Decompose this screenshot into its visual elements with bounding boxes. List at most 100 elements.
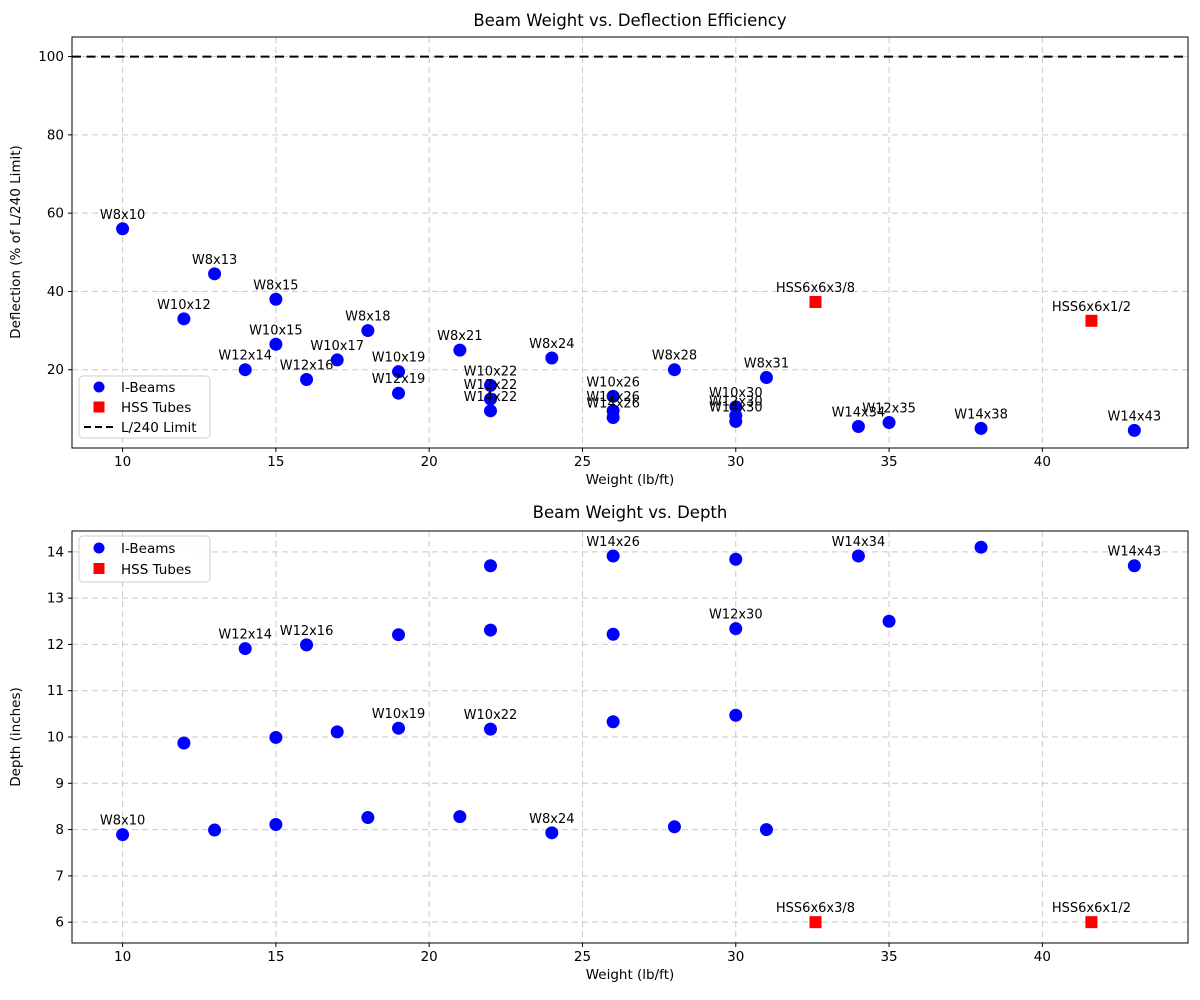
data-point-W12x19 — [392, 386, 406, 400]
data-point-W12x35 — [882, 416, 896, 430]
data-point-W12x16 — [300, 373, 314, 386]
legend-limit-label: L/240 Limit — [121, 420, 197, 436]
point-annotation: W12x26 — [586, 390, 640, 405]
point-annotation: W14x34 — [832, 535, 886, 550]
x-tick-label: 40 — [1034, 949, 1051, 965]
data-point-W8x28 — [667, 363, 681, 377]
data-point-W8x18 — [361, 811, 375, 825]
y-tick-label: 13 — [47, 591, 64, 607]
depth-y-axis-label: Depth (inches) — [8, 687, 24, 787]
point-annotation: W12x14 — [218, 349, 272, 364]
point-annotation: W12x14 — [218, 628, 272, 643]
data-point-W14x43 — [1127, 423, 1141, 437]
y-tick-label: 7 — [55, 868, 64, 884]
y-tick-label: 10 — [47, 730, 64, 746]
deflection-chart: 10 15 20 25 30 35 40 20 40 60 80 100 W8x10 W10x12 W8x1… — [8, 11, 1189, 488]
data-point-W14x34 — [851, 549, 865, 563]
point-annotation: W12x22 — [464, 378, 518, 393]
point-annotation: W10x30 — [709, 386, 763, 401]
data-point-W12x22 — [484, 392, 497, 406]
data-point-W10x12 — [177, 736, 191, 750]
point-annotation: W10x19 — [372, 351, 426, 366]
deflection-chart-title: Beam Weight vs. Deflection Efficiency — [473, 11, 787, 30]
data-point-W8x28 — [667, 820, 681, 834]
x-tick-label: 25 — [574, 454, 591, 470]
data-point-W14x22 — [484, 404, 497, 418]
data-point-W8x13 — [208, 267, 222, 281]
point-annotation: W12x30 — [709, 395, 763, 410]
point-annotation: W8x10 — [100, 208, 145, 223]
data-point-W14x30 — [729, 552, 743, 566]
legend-hss-label: HSS Tubes — [121, 400, 191, 416]
data-point-W10x17 — [330, 353, 344, 367]
legend-hss-marker-icon — [93, 401, 105, 413]
data-point-W12x19 — [392, 628, 406, 642]
data-point-W8x24 — [545, 826, 559, 840]
legend-ibeam-marker-icon — [93, 542, 105, 554]
point-annotation: W10x15 — [249, 323, 303, 338]
deflection-x-axis-label: Weight (lb/ft) — [586, 472, 675, 488]
data-point-W8x10 — [116, 222, 130, 236]
data-point-W8x31 — [759, 371, 773, 385]
x-tick-label: 40 — [1034, 454, 1051, 470]
data-point-HSS6x6x1/2 — [1085, 314, 1098, 327]
y-tick-label: 14 — [47, 544, 64, 560]
legend-ibeam-marker-icon — [93, 381, 105, 393]
point-annotation: W14x26 — [586, 396, 640, 411]
y-tick-label: 11 — [47, 683, 64, 699]
data-point-W10x15 — [269, 337, 283, 351]
data-point-W10x22 — [484, 722, 497, 736]
data-point-W10x19 — [392, 721, 406, 735]
point-annotation: W8x13 — [192, 253, 237, 268]
legend-ibeams-label: I-Beams — [121, 380, 175, 396]
data-point-W12x14 — [238, 363, 252, 377]
x-tick-label: 25 — [574, 949, 591, 965]
data-point-W14x38 — [974, 540, 988, 554]
point-annotation: HSS6x6x1/2 — [1052, 901, 1131, 916]
data-point-W14x30 — [729, 414, 743, 428]
data-point-W10x15 — [269, 730, 283, 744]
point-annotation: HSS6x6x3/8 — [776, 901, 855, 916]
x-tick-label: 10 — [114, 949, 131, 965]
x-tick-label: 20 — [421, 454, 438, 470]
point-annotation: W8x10 — [100, 814, 145, 829]
point-annotation: W12x30 — [709, 608, 763, 623]
data-point-W12x16 — [300, 638, 314, 652]
legend-ibeams-label: I-Beams — [121, 541, 175, 557]
x-tick-label: 35 — [880, 454, 897, 470]
data-point-W8x15 — [269, 817, 283, 831]
point-annotation: W12x16 — [280, 624, 334, 639]
y-tick-label: 9 — [55, 776, 64, 792]
y-tick-label: 20 — [47, 362, 64, 378]
data-point-W10x26 — [606, 715, 620, 729]
depth-legend: I-Beams HSS Tubes — [78, 535, 211, 583]
data-point-W12x35 — [882, 614, 896, 628]
data-point-HSS6x6x1/2 — [1085, 916, 1098, 929]
point-annotation: W14x30 — [709, 400, 763, 415]
x-tick-label: 15 — [267, 454, 284, 470]
y-tick-label: 6 — [55, 915, 64, 931]
data-point-W8x21 — [453, 343, 467, 357]
point-annotation: HSS6x6x3/8 — [776, 281, 855, 296]
data-point-W10x30 — [729, 708, 743, 722]
point-annotation: W8x24 — [529, 812, 574, 827]
x-tick-label: 35 — [880, 949, 897, 965]
data-point-W8x31 — [759, 823, 773, 837]
x-tick-label: 20 — [421, 949, 438, 965]
data-point-HSS6x6x3/8 — [809, 295, 822, 308]
data-point-W14x22 — [484, 559, 497, 573]
legend-hss-marker-icon — [93, 563, 105, 574]
deflection-y-axis-label: Deflection (% of L/240 Limit) — [8, 145, 24, 339]
legend-hss-label: HSS Tubes — [121, 562, 191, 578]
data-point-W8x18 — [361, 324, 375, 338]
x-tick-label: 10 — [114, 454, 131, 470]
point-annotation: W8x24 — [529, 337, 574, 352]
point-annotation: W14x34 — [832, 405, 886, 420]
x-tick-label: 30 — [727, 949, 744, 965]
y-tick-label: 8 — [55, 822, 64, 838]
data-point-W10x12 — [177, 312, 191, 326]
data-point-W10x17 — [330, 725, 344, 739]
point-annotation: W8x21 — [437, 329, 482, 344]
data-point-W8x21 — [453, 810, 467, 824]
data-point-W10x26 — [606, 389, 620, 403]
